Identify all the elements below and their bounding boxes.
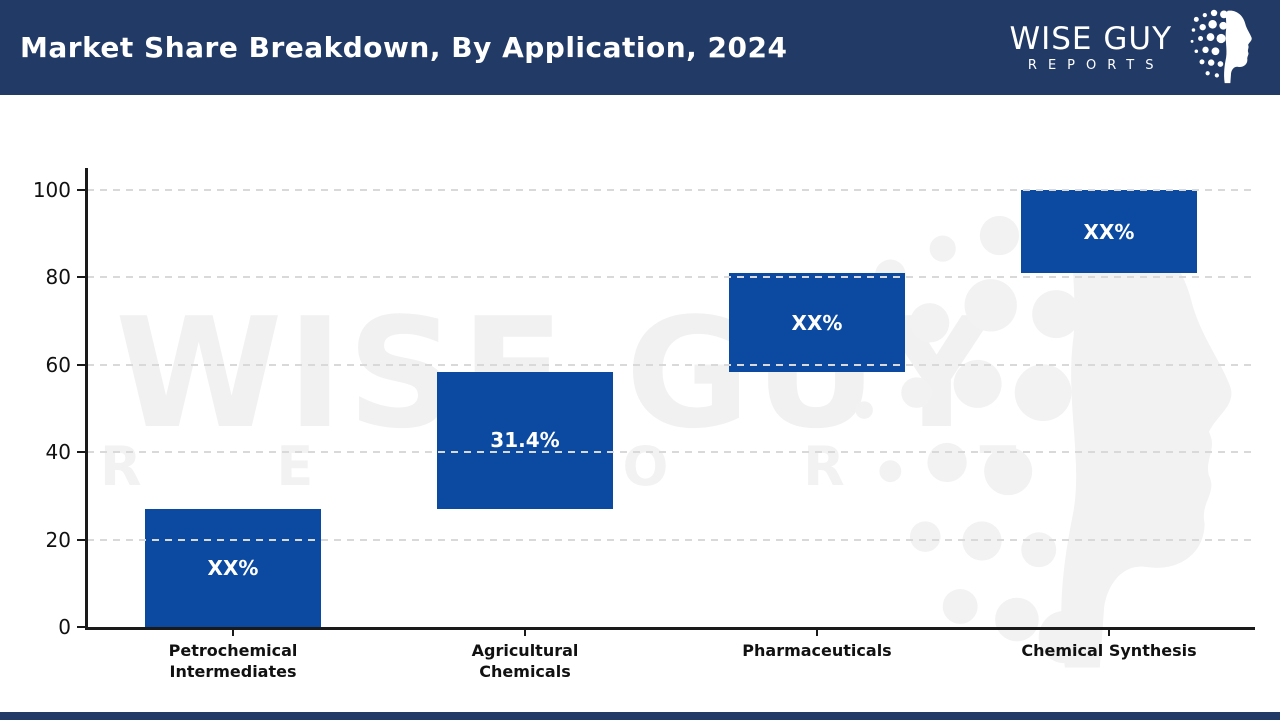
wise-guy-logo: WISE GUY REPORTS [1009, 8, 1262, 86]
bar-value-label: XX% [791, 310, 843, 335]
gridline [87, 363, 1255, 366]
bar-value-label: XX% [1083, 219, 1135, 244]
y-axis-tick [77, 276, 86, 279]
x-category-label: Chemical Synthesis [1021, 641, 1197, 660]
y-axis-line [85, 168, 88, 629]
footer-bar [0, 712, 1280, 720]
y-axis-tick-label: 20 [45, 527, 71, 552]
y-axis-tick [77, 626, 86, 628]
y-axis-tick-label: 0 [58, 615, 71, 639]
bar [1021, 190, 1197, 274]
y-axis-tick [77, 451, 86, 454]
y-axis-tick [77, 363, 86, 366]
x-axis-tick [816, 629, 818, 636]
gridline [87, 276, 1255, 279]
x-axis-tick [1108, 629, 1110, 636]
bar-value-label: 31.4% [490, 428, 560, 453]
logo-subtitle: REPORTS [1027, 58, 1165, 73]
x-category-label: Agricultural Chemicals [471, 641, 579, 681]
y-axis-tick-label: 100 [32, 178, 71, 202]
y-axis-tick-label: 40 [45, 440, 71, 465]
x-axis-line [85, 627, 1255, 630]
y-axis-tick [77, 538, 86, 541]
y-axis-tick [77, 189, 86, 191]
header: Market Share Breakdown, By Application, … [0, 0, 1280, 95]
bar [145, 509, 321, 627]
logo-head-icon [1190, 9, 1252, 84]
x-category-label: Petrochemical Intermediates [168, 641, 298, 681]
bar [437, 371, 613, 509]
logo-wordmark: WISE GUY REPORTS [1009, 21, 1172, 73]
x-axis-tick [232, 629, 234, 636]
y-axis-tick-label: 60 [45, 352, 71, 377]
logo-title: WISE GUY [1009, 21, 1172, 57]
gridline [87, 451, 1255, 454]
chart-title: Market Share Breakdown, By Application, … [20, 31, 788, 64]
gridline [87, 189, 1255, 191]
x-axis-tick [524, 629, 526, 636]
bar-value-label: XX% [207, 556, 259, 580]
watermark-head-icon [855, 215, 1232, 668]
chart-canvas: WISE GUY R E P O R T S XX% 31.4% XX% XX% 0 20… [0, 95, 1280, 712]
gridline [87, 538, 1255, 541]
y-axis-tick-label: 80 [45, 265, 71, 290]
bar [729, 273, 905, 372]
x-category-label: Pharmaceuticals [742, 641, 892, 660]
